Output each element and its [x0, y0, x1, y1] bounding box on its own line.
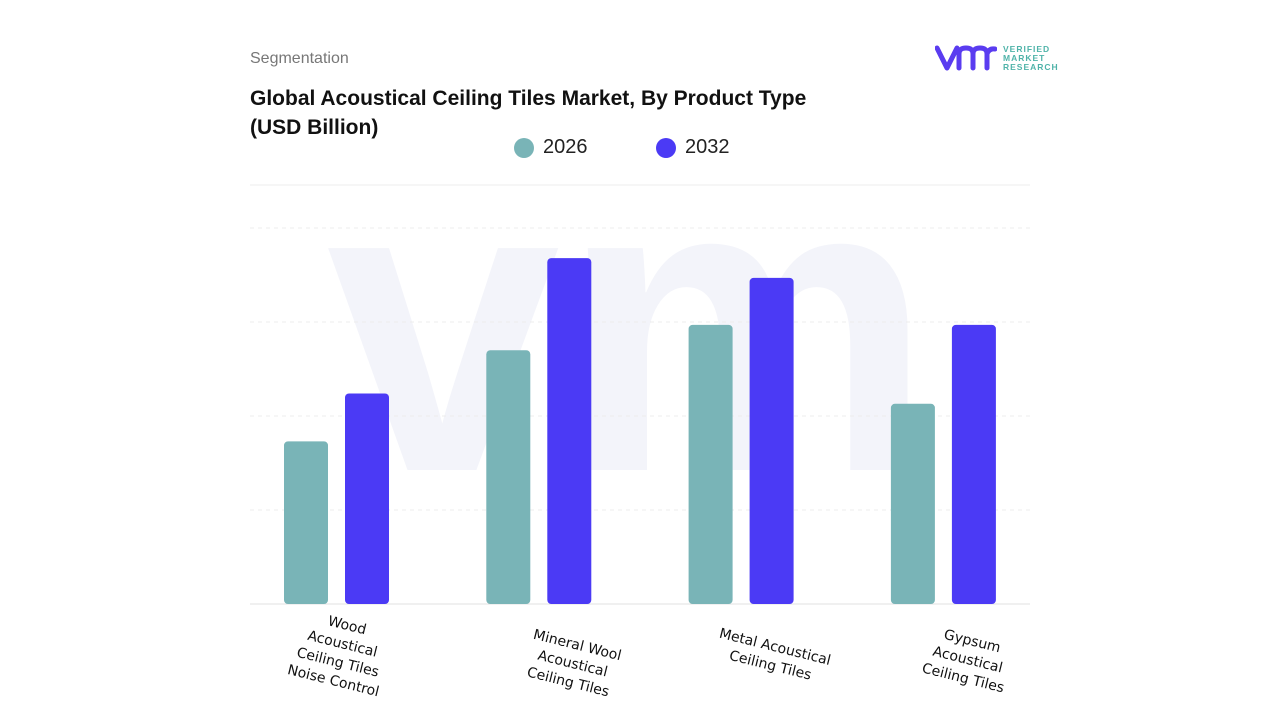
- legend-label-2026: 2026: [543, 136, 588, 158]
- vmr-logo-mark: [935, 45, 997, 71]
- bar-2032-2: [547, 258, 592, 604]
- bar-2032-3: [749, 277, 794, 604]
- bar-2032-1: [345, 393, 389, 604]
- legend-label-2032: 2032: [685, 136, 730, 158]
- legend-swatch-2032: [656, 137, 676, 158]
- logo-text-2: MARKET: [1003, 52, 1046, 63]
- legend-item-2032: 2032: [656, 136, 730, 159]
- bar-2026-4: [890, 403, 935, 604]
- logo-text-3: RESEARCH: [1003, 61, 1059, 72]
- logo: VERIFIED MARKET RESEARCH: [935, 44, 1059, 72]
- bar-2026-2: [486, 350, 531, 604]
- segment-label: Segmentation: [250, 50, 349, 67]
- chart-title: Global Acoustical Ceiling Tiles Market, …: [250, 87, 807, 139]
- watermark: vm: [326, 91, 933, 560]
- legend-swatch-2026: [514, 137, 534, 158]
- bar-2026-1: [284, 441, 328, 604]
- bar-2026-3: [688, 324, 733, 604]
- bar-2032-4: [951, 324, 996, 604]
- legend-item-2026: 2026: [514, 136, 588, 159]
- logo-text-1: VERIFIED: [1003, 43, 1051, 54]
